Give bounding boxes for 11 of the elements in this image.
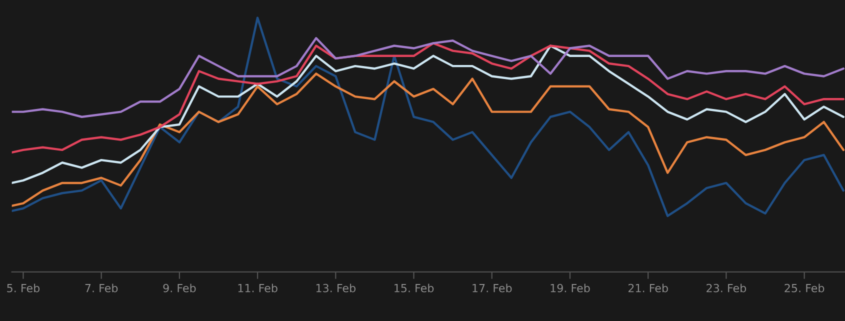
x-tick-label: 9. Feb (163, 284, 196, 292)
x-tick-label: 13. Feb (316, 284, 356, 292)
x-tick-label: 23. Feb (706, 284, 746, 292)
x-tick-label: 25. Feb (784, 284, 824, 292)
x-tick-label: 17. Feb (472, 284, 512, 292)
x-tick-label: 5. Feb (7, 284, 40, 292)
x-tick-label: 19. Feb (550, 284, 590, 292)
x-tick-label: 11. Feb (238, 284, 278, 292)
x-tick-label: 21. Feb (628, 284, 668, 292)
x-tick-label: 15. Feb (394, 284, 434, 292)
x-tick-label: 7. Feb (85, 284, 118, 292)
